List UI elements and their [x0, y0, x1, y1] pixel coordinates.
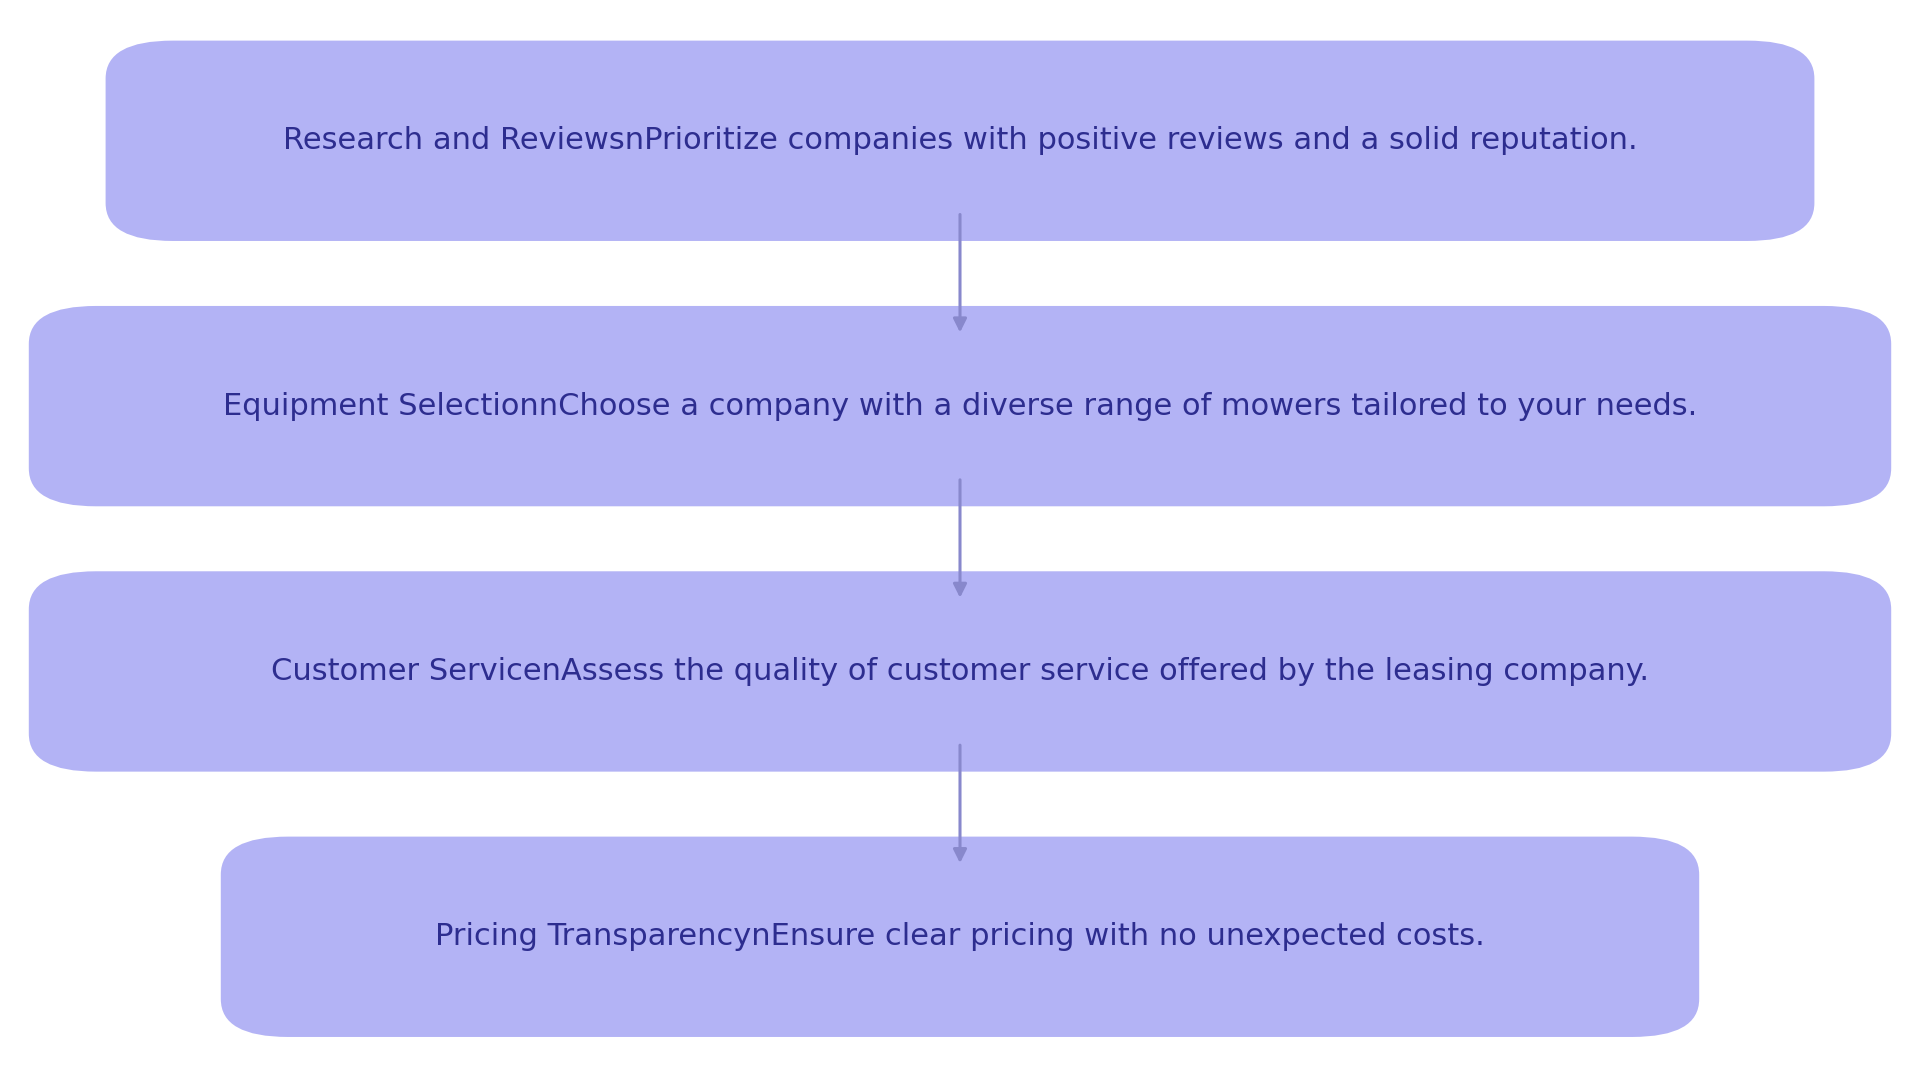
FancyBboxPatch shape — [221, 836, 1699, 1038]
Text: Equipment SelectionnChoose a company with a diverse range of mowers tailored to : Equipment SelectionnChoose a company wit… — [223, 392, 1697, 420]
Text: Pricing TransparencynEnsure clear pricing with no unexpected costs.: Pricing TransparencynEnsure clear pricin… — [436, 923, 1484, 951]
FancyBboxPatch shape — [106, 41, 1814, 242]
FancyBboxPatch shape — [29, 305, 1891, 507]
Text: Research and ReviewsnPrioritize companies with positive reviews and a solid repu: Research and ReviewsnPrioritize companie… — [282, 127, 1638, 155]
Text: Customer ServicenAssess the quality of customer service offered by the leasing c: Customer ServicenAssess the quality of c… — [271, 657, 1649, 686]
FancyBboxPatch shape — [29, 572, 1891, 772]
